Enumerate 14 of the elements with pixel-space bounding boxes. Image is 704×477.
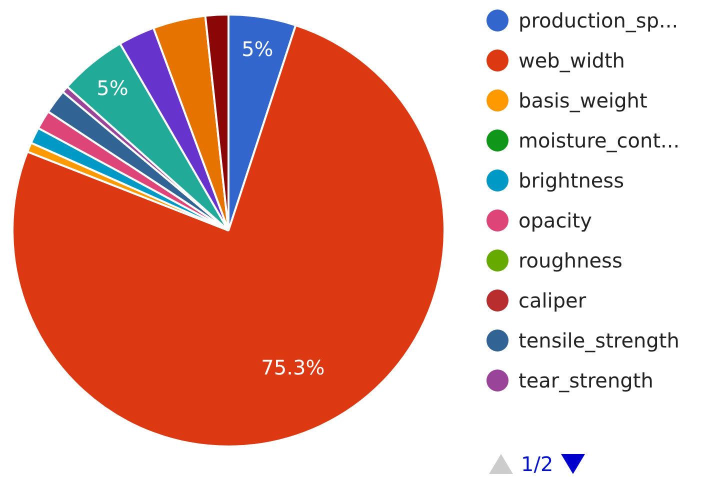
data-label: 5% <box>96 76 128 100</box>
legend-label: brightness <box>518 168 624 192</box>
legend-label: caliper <box>518 288 587 312</box>
legend-label: production_sp... <box>518 8 678 32</box>
legend-label: tensile_strength <box>518 328 680 352</box>
data-label: 5% <box>242 37 274 62</box>
legend-label: basis_weight <box>518 88 648 112</box>
legend-label: opacity <box>518 208 592 232</box>
legend-label: tear_strength <box>518 368 654 392</box>
data-label: 75.3% <box>261 355 325 380</box>
legend-label: moisture_cont... <box>518 128 680 152</box>
legend-label: web_width <box>518 48 625 72</box>
text: 1/2 <box>521 451 554 477</box>
legend-label: roughness <box>518 248 622 272</box>
